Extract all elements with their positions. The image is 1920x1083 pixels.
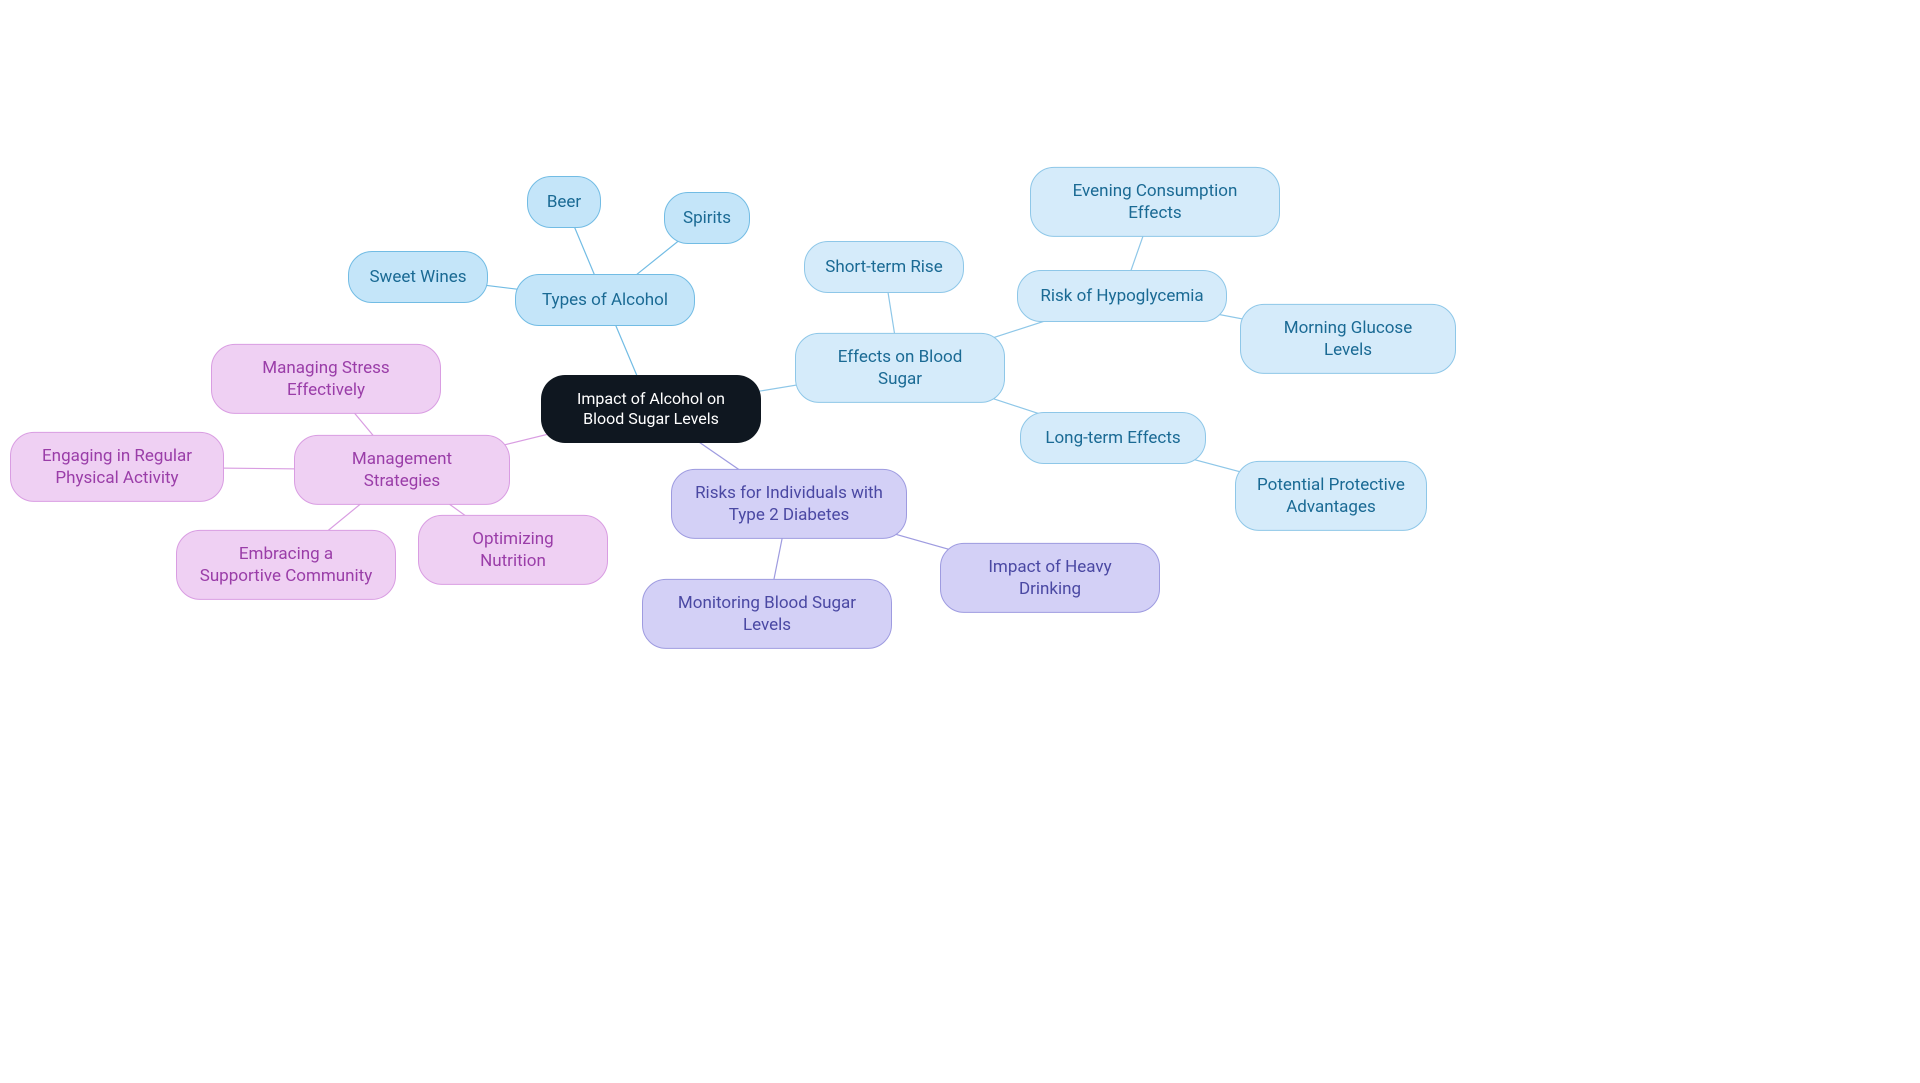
node-nutrition[interactable]: Optimizing Nutrition — [418, 515, 608, 585]
node-risks[interactable]: Risks for Individuals with Type 2 Diabet… — [671, 469, 907, 539]
node-stress[interactable]: Managing Stress Effectively — [211, 344, 441, 414]
node-morning[interactable]: Morning Glucose Levels — [1240, 304, 1456, 374]
node-hypo[interactable]: Risk of Hypoglycemia — [1017, 270, 1227, 322]
node-monitor[interactable]: Monitoring Blood Sugar Levels — [642, 579, 892, 649]
node-center[interactable]: Impact of Alcohol on Blood Sugar Levels — [541, 375, 761, 443]
node-beer[interactable]: Beer — [527, 176, 601, 228]
node-protective[interactable]: Potential Protective Advantages — [1235, 461, 1427, 531]
node-short_rise[interactable]: Short-term Rise — [804, 241, 964, 293]
mindmap-canvas: Impact of Alcohol on Blood Sugar Levels T… — [0, 0, 1920, 1083]
node-activity[interactable]: Engaging in Regular Physical Activity — [10, 432, 224, 502]
node-spirits[interactable]: Spirits — [664, 192, 750, 244]
node-types[interactable]: Types of Alcohol — [515, 274, 695, 326]
node-heavy[interactable]: Impact of Heavy Drinking — [940, 543, 1160, 613]
node-longterm[interactable]: Long-term Effects — [1020, 412, 1206, 464]
node-community[interactable]: Embracing a Supportive Community — [176, 530, 396, 600]
node-evening[interactable]: Evening Consumption Effects — [1030, 167, 1280, 237]
node-mgmt[interactable]: Management Strategies — [294, 435, 510, 505]
node-effects[interactable]: Effects on Blood Sugar — [795, 333, 1005, 403]
node-sweet_wines[interactable]: Sweet Wines — [348, 251, 488, 303]
